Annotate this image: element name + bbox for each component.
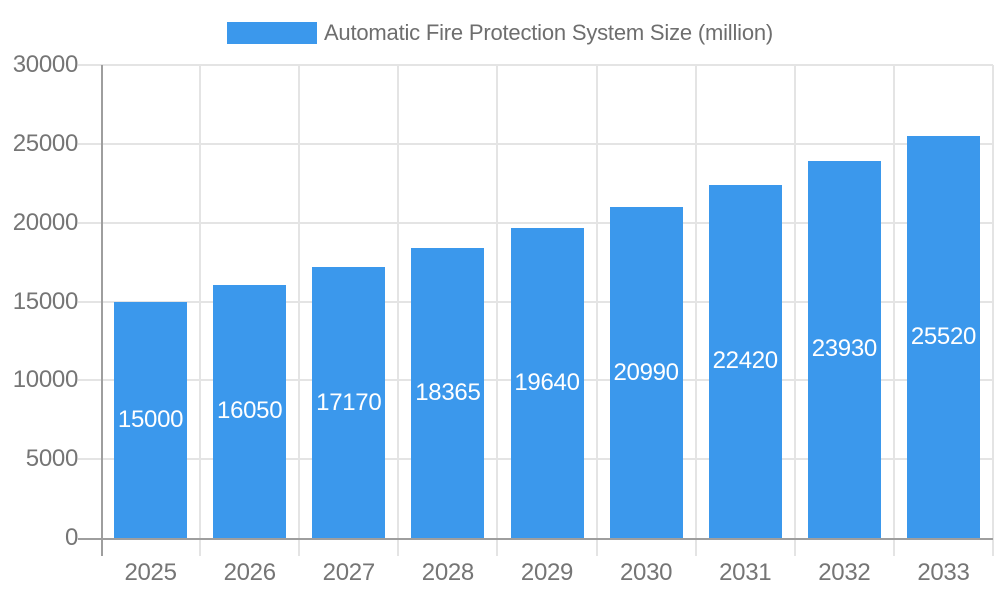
bar-2033[interactable]: 25520	[906, 135, 980, 538]
y-tick-label: 25000	[12, 129, 79, 157]
x-gridline	[199, 65, 202, 556]
bar-value-label: 15000	[117, 405, 184, 433]
x-gridline	[694, 65, 697, 556]
y-tick-label: 0	[64, 524, 78, 551]
x-tick-label-2033: 2033	[917, 559, 970, 586]
bar-2031[interactable]: 22420	[708, 184, 782, 538]
x-tick-label-2027: 2027	[322, 559, 376, 586]
x-gridline	[892, 65, 895, 556]
x-gridline	[298, 65, 301, 556]
x-tick-label-2026: 2026	[223, 559, 277, 586]
bar-value-label: 22420	[712, 347, 779, 375]
bar-2026[interactable]: 16050	[213, 284, 287, 538]
x-tick-label-2032: 2032	[818, 559, 871, 586]
bar-value-label: 16050	[217, 397, 283, 425]
bar-2032[interactable]: 23930	[807, 160, 881, 538]
legend-label: Automatic Fire Protection System Size (m…	[323, 20, 774, 45]
x-tick-label-2029: 2029	[520, 559, 574, 586]
y-gridline	[78, 142, 993, 145]
bar-value-label: 18365	[415, 379, 481, 407]
legend-swatch-icon	[226, 22, 317, 44]
x-gridline	[992, 65, 994, 556]
y-tick-label: 10000	[12, 366, 79, 394]
x-gridline	[496, 65, 499, 556]
x-gridline	[595, 65, 598, 556]
x-axis-line	[78, 538, 993, 540]
legend[interactable]: Automatic Fire Protection System Size (m…	[0, 20, 1000, 46]
y-tick-label: 15000	[12, 287, 79, 315]
bar-value-label: 23930	[811, 335, 878, 363]
bar-value-label: 25520	[910, 322, 977, 350]
x-tick-label-2025: 2025	[124, 559, 177, 586]
bar-2028[interactable]: 18365	[411, 248, 485, 538]
y-gridline	[78, 221, 993, 224]
plot-area: 15000 16050 17170 18365 19640 20990 22420 23930…	[13, 51, 994, 586]
bar-value-label: 19640	[514, 369, 580, 397]
bar-2029[interactable]: 19640	[510, 228, 584, 538]
bar-value-label: 20990	[613, 358, 679, 386]
bar-2027[interactable]: 17170	[312, 267, 386, 538]
bar-2030[interactable]: 20990	[609, 207, 683, 538]
y-tick-label: 5000	[25, 445, 79, 473]
y-tick-label: 30000	[12, 51, 79, 78]
x-tick-label-2031: 2031	[719, 559, 772, 586]
x-tick-label-2030: 2030	[620, 559, 673, 586]
bar-value-label: 17170	[316, 388, 382, 416]
y-gridline	[78, 64, 993, 66]
x-gridline	[793, 65, 796, 556]
y-tick-label: 20000	[12, 208, 79, 236]
x-tick-label-2028: 2028	[421, 559, 475, 586]
x-gridline	[397, 65, 400, 556]
y-axis-line	[101, 65, 103, 556]
bar-2025[interactable]: 15000	[114, 301, 188, 538]
